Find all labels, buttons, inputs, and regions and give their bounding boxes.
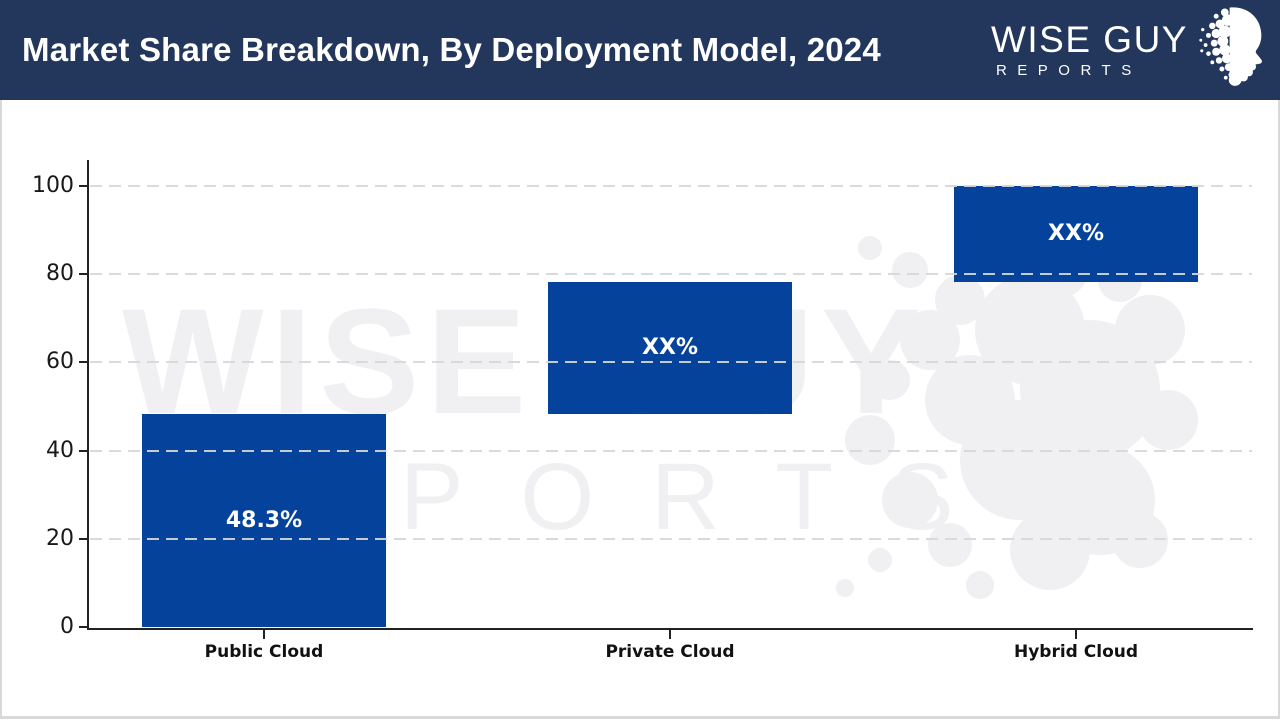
y-tick-label: 60 bbox=[46, 349, 74, 374]
x-tick-label-private-cloud: Private Cloud bbox=[605, 642, 735, 662]
bar-value-label: XX% bbox=[642, 335, 698, 361]
header-bar: Market Share Breakdown, By Deployment Mo… bbox=[0, 0, 1280, 100]
y-tick-mark bbox=[79, 626, 88, 628]
frame-border-right bbox=[1278, 100, 1280, 718]
bar-value-label: 48.3% bbox=[225, 508, 303, 533]
y-tick-mark bbox=[79, 361, 88, 363]
y-tick-label: 40 bbox=[46, 438, 74, 463]
y-tick-label: 100 bbox=[32, 173, 74, 198]
bar-public-cloud: 48.3% bbox=[142, 414, 386, 627]
bar-hybrid-cloud: XX% bbox=[954, 186, 1198, 282]
gridline-60 bbox=[90, 361, 1252, 363]
x-tick-mark bbox=[1075, 630, 1077, 639]
x-tick-mark bbox=[263, 630, 265, 639]
x-tick-label-hybrid-cloud: Hybrid Cloud bbox=[1013, 642, 1139, 662]
y-tick-label: 20 bbox=[46, 526, 74, 551]
x-axis-line bbox=[87, 628, 1253, 630]
y-tick-mark bbox=[79, 185, 88, 187]
x-tick-label-public-cloud: Public Cloud bbox=[204, 642, 324, 662]
y-tick-label: 80 bbox=[46, 261, 74, 286]
wise-guy-reports-logo: WISE GUY REPORTS bbox=[991, 4, 1268, 96]
gridline-40 bbox=[90, 450, 1252, 452]
logo-wordmark: WISE GUY bbox=[990, 19, 1188, 61]
gridline-100 bbox=[90, 185, 1252, 187]
y-axis-line bbox=[87, 160, 89, 630]
y-tick-mark bbox=[79, 450, 88, 452]
x-tick-mark bbox=[669, 630, 671, 639]
bar-value-label: XX% bbox=[1048, 221, 1104, 247]
watermark-head-icon bbox=[800, 210, 1200, 615]
page-title: Market Share Breakdown, By Deployment Mo… bbox=[22, 31, 881, 68]
logo-text: WISE GUY REPORTS bbox=[990, 19, 1188, 80]
gridline-20 bbox=[90, 538, 1252, 540]
y-tick-label: 0 bbox=[60, 614, 74, 639]
frame-border-bottom bbox=[0, 716, 1280, 719]
y-tick-mark bbox=[79, 273, 88, 275]
logo-subtitle: REPORTS bbox=[995, 62, 1142, 80]
logo-head-icon bbox=[1172, 3, 1268, 94]
bar-private-cloud: XX% bbox=[548, 281, 792, 414]
y-tick-mark bbox=[79, 538, 88, 540]
gridline-80 bbox=[90, 273, 1252, 275]
frame-border-left bbox=[0, 100, 2, 718]
